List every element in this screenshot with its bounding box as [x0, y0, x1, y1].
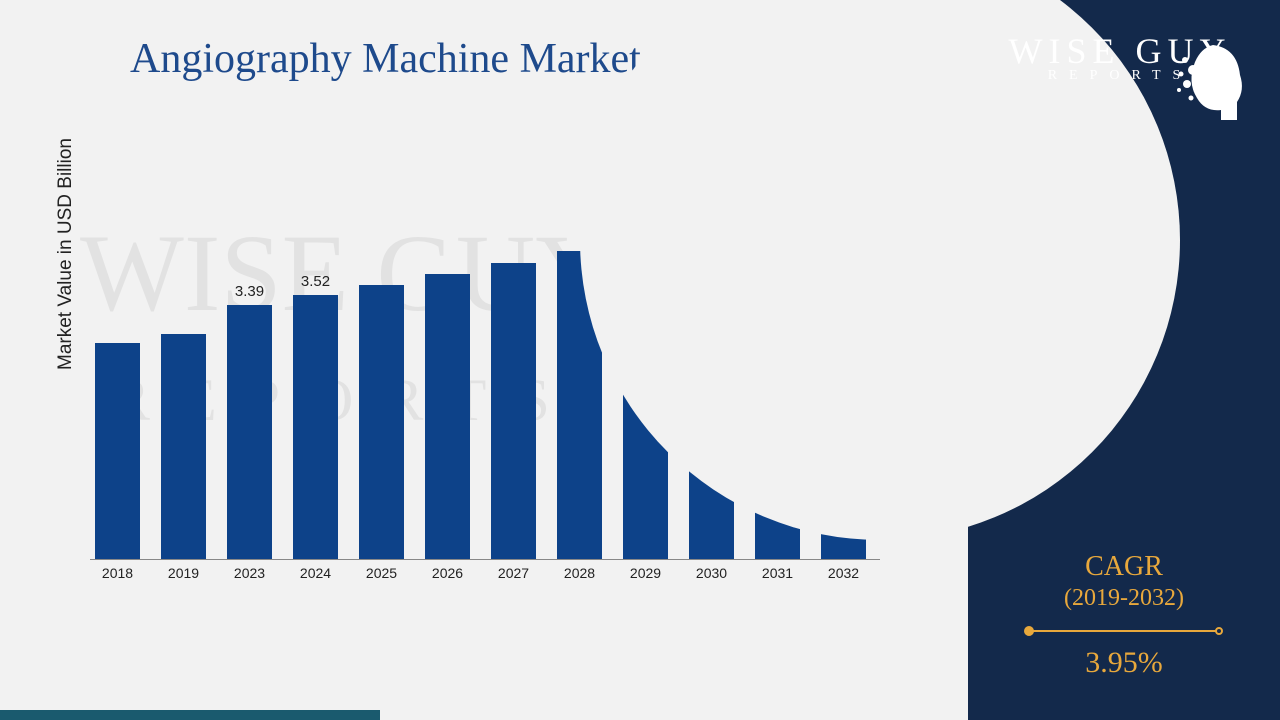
cagr-block: CAGR (2019-2032) 3.95%	[968, 551, 1280, 680]
bar-group	[95, 343, 140, 559]
bar-group: 3.39	[227, 305, 272, 559]
bar-value-label: 3.52	[293, 273, 338, 290]
x-tick-label: 2026	[425, 565, 470, 581]
x-tick-label: 2024	[293, 565, 338, 581]
y-axis-label: Market Value in USD Billion	[55, 138, 77, 370]
x-tick-label: 2025	[359, 565, 404, 581]
bar	[425, 274, 470, 559]
bar	[293, 295, 338, 559]
bar	[161, 334, 206, 559]
x-tick-label: 2030	[689, 565, 734, 581]
bar	[491, 263, 536, 559]
x-tick-label: 2027	[491, 565, 536, 581]
cagr-range: (2019-2032)	[968, 585, 1280, 612]
x-tick-label: 2032	[821, 565, 866, 581]
bar-group	[425, 274, 470, 559]
bar-group	[161, 334, 206, 559]
bar	[227, 305, 272, 559]
x-tick-label: 2018	[95, 565, 140, 581]
x-tick-label: 2029	[623, 565, 668, 581]
x-tick-label: 2023	[227, 565, 272, 581]
bar-value-label: 3.39	[227, 283, 272, 300]
bar-group	[491, 263, 536, 559]
cagr-label: CAGR	[968, 551, 1280, 583]
brand-logo: WISE GUY REPORTS	[980, 30, 1260, 84]
bar	[95, 343, 140, 559]
cagr-value: 3.95%	[968, 646, 1280, 680]
bar	[359, 285, 404, 560]
side-panel: WISE GU REPOR WISE GUY REPORTS CAGR (201…	[968, 0, 1280, 720]
x-tick-label: 2028	[557, 565, 602, 581]
bar-group: 3.52	[293, 295, 338, 559]
x-tick-label: 2031	[755, 565, 800, 581]
x-tick-label: 2019	[161, 565, 206, 581]
bar-group	[359, 285, 404, 560]
cagr-divider	[1029, 630, 1219, 632]
bottom-accent-bar	[0, 710, 380, 720]
chart-title: Angiography Machine Market	[130, 35, 641, 83]
brand-head-icon	[1175, 40, 1250, 125]
